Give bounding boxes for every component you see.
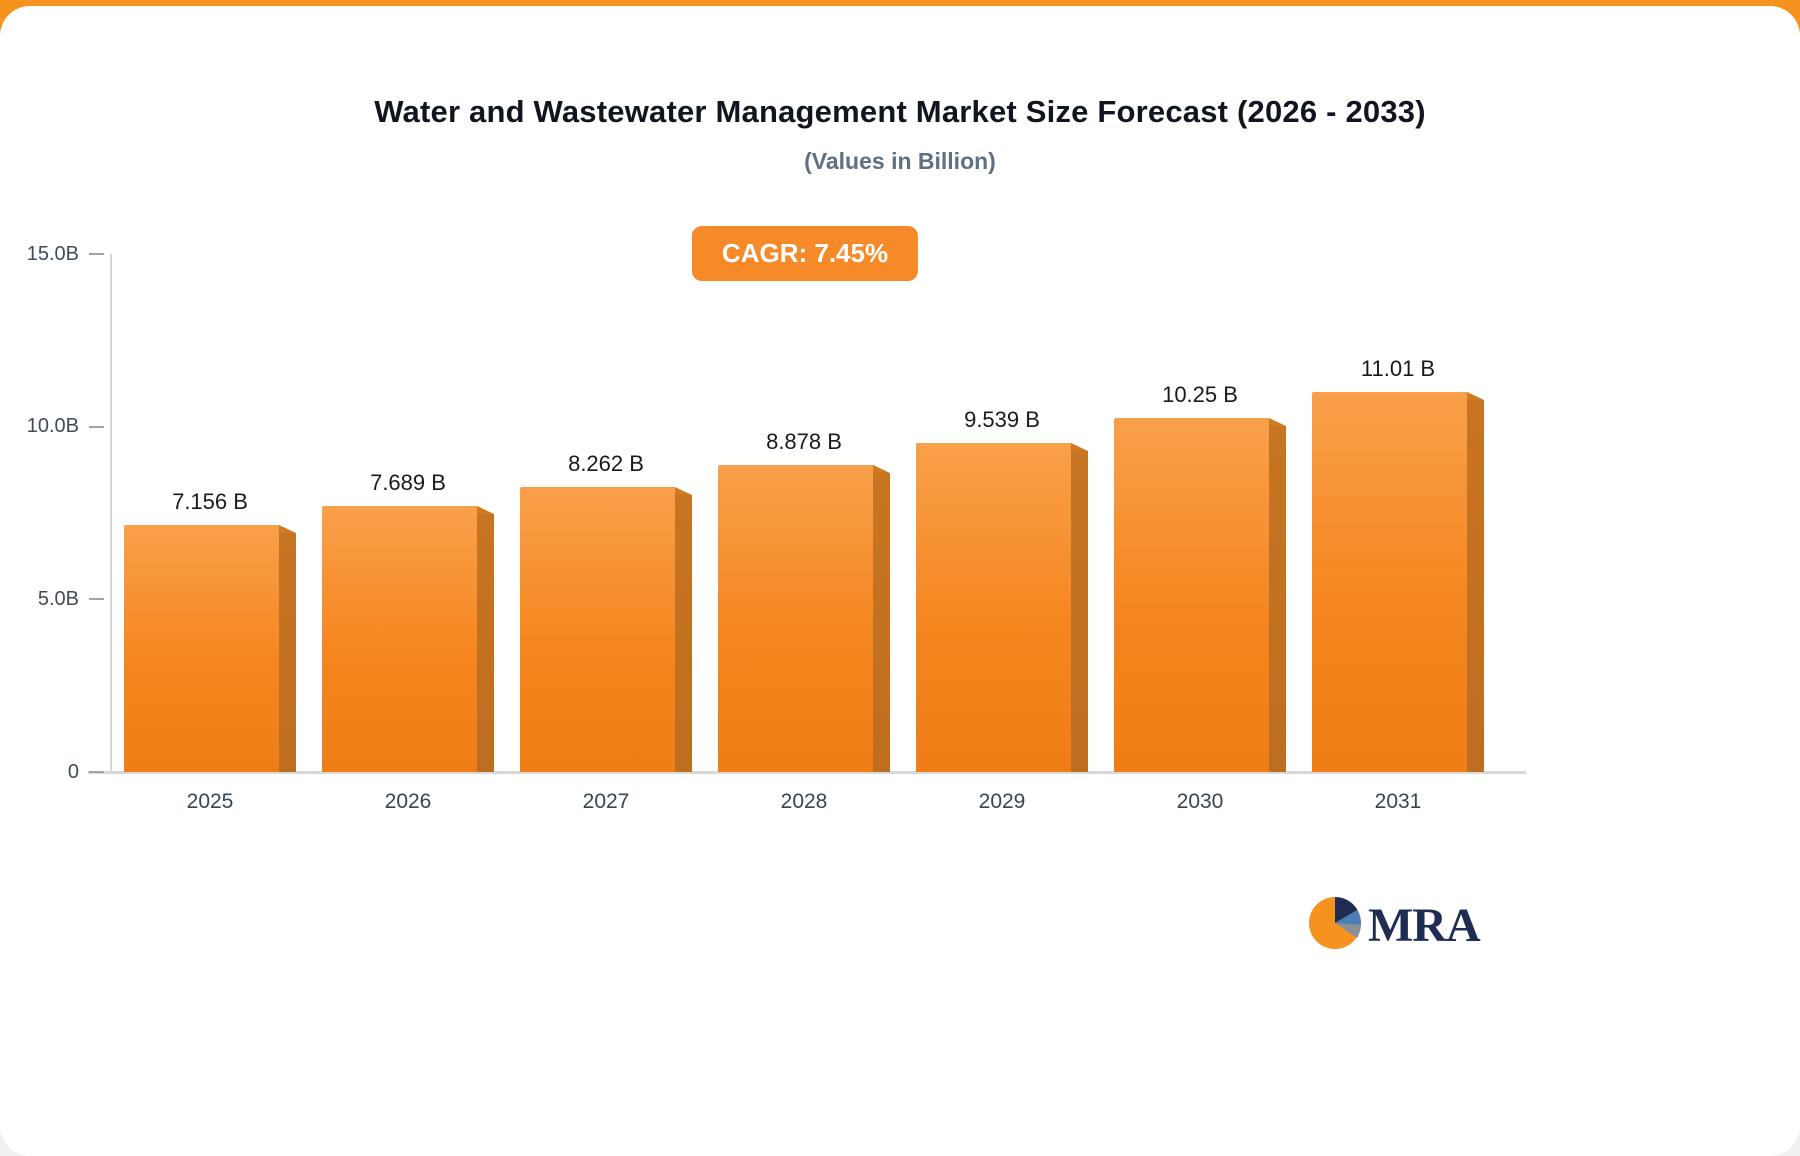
y-tick-dash xyxy=(89,598,104,601)
bar-top-bevel xyxy=(1071,443,1088,451)
bar-face xyxy=(124,525,279,772)
x-axis-label: 2030 xyxy=(1176,790,1224,813)
y-tick-dash xyxy=(89,771,104,773)
bar-face xyxy=(322,506,477,772)
bar-2028: 8.878 B 2028 xyxy=(718,429,890,813)
x-axis-label: 2031 xyxy=(1374,790,1422,813)
bar-side-face xyxy=(873,473,890,772)
bar-side-face xyxy=(1269,426,1286,772)
chart-card: Water and Wastewater Management Market S… xyxy=(0,6,1800,1156)
bar-side-face xyxy=(675,495,692,772)
bar-value-label: 10.25 B xyxy=(1162,382,1238,407)
bar-2027: 8.262 B 2027 xyxy=(520,451,692,813)
y-tick-dash xyxy=(89,425,104,428)
bar-top-bevel xyxy=(873,465,890,473)
y-tick: 10.0B xyxy=(0,415,104,439)
logo: MRA xyxy=(1306,894,1481,957)
y-tick: 5.0B xyxy=(0,587,104,611)
x-axis-label: 2028 xyxy=(780,790,828,813)
bar-2029: 9.539 B 2029 xyxy=(916,407,1088,813)
x-axis-label: 2026 xyxy=(384,790,432,813)
bar-top-bevel xyxy=(279,525,296,533)
bar-value-label: 11.01 B xyxy=(1360,356,1436,381)
plot-area: 7.156 B 2025 7.689 B 2026 8.262 B 2027 8.878 B… xyxy=(110,254,1530,813)
cagr-badge: CAGR: 7.45% xyxy=(691,226,919,281)
y-tick-label: 5.0B xyxy=(37,587,79,610)
chart-title: Water and Wastewater Management Market S… xyxy=(374,94,1426,129)
y-tick-dash xyxy=(89,253,104,255)
bar-face xyxy=(1312,392,1467,772)
bar-value-label: 9.539 B xyxy=(964,407,1040,432)
bar-face xyxy=(916,443,1071,772)
bar-2031: 11.01 B 2031 xyxy=(1312,356,1484,813)
bar-side-face xyxy=(279,533,296,772)
x-axis-label: 2025 xyxy=(186,790,234,813)
bar-top-bevel xyxy=(675,487,692,495)
bar-face xyxy=(718,465,873,772)
bar-side-face xyxy=(477,514,494,772)
x-axis-line xyxy=(88,771,1526,774)
bar-value-label: 8.878 B xyxy=(766,429,842,454)
logo-text: MRA xyxy=(1368,898,1481,952)
bar-side-face xyxy=(1071,451,1088,772)
bar-value-label: 7.689 B xyxy=(370,470,446,495)
bar-top-bevel xyxy=(477,506,494,514)
y-tick-label: 10.0B xyxy=(26,415,79,438)
logo-mark-icon xyxy=(1306,894,1364,957)
x-axis-label: 2029 xyxy=(978,790,1026,813)
y-tick-label: 0 xyxy=(67,760,79,783)
bar-top-bevel xyxy=(1269,418,1286,426)
x-axis-label: 2027 xyxy=(582,790,630,813)
y-tick: 15.0B xyxy=(0,242,104,266)
bar-2026: 7.689 B 2026 xyxy=(322,470,494,813)
bar-face xyxy=(1114,418,1269,772)
bar-2030: 10.25 B 2030 xyxy=(1114,382,1286,813)
y-tick: 0 xyxy=(0,760,104,784)
bar-side-face xyxy=(1467,400,1484,772)
bar-face xyxy=(520,487,675,772)
bar-value-label: 7.156 B xyxy=(172,489,248,514)
chart-subtitle: (Values in Billion) xyxy=(804,148,996,174)
bar-value-label: 8.262 B xyxy=(568,451,644,476)
y-axis-line xyxy=(110,254,112,772)
bar-top-bevel xyxy=(1467,392,1484,400)
y-tick-label: 15.0B xyxy=(26,242,79,265)
bar-2025: 7.156 B 2025 xyxy=(124,489,296,813)
